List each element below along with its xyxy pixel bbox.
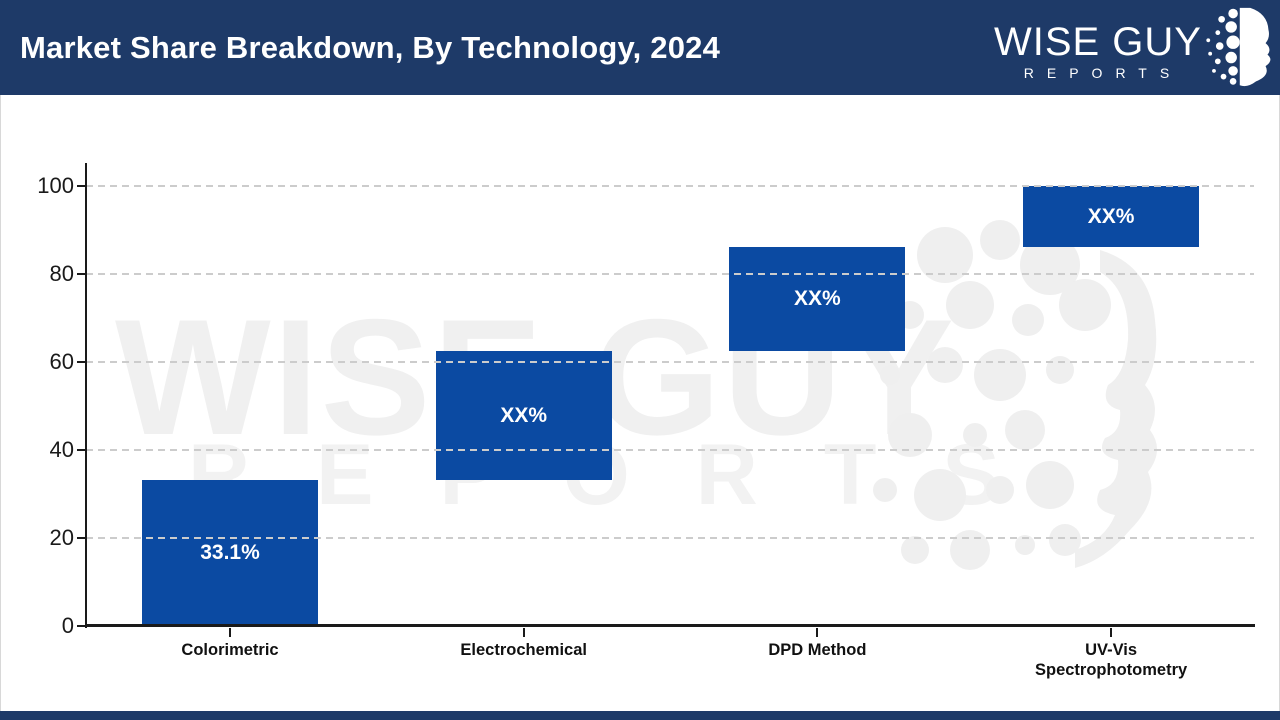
y-tick-20 — [77, 537, 86, 539]
x-tick-2 — [816, 628, 819, 637]
y-tick-100 — [77, 185, 86, 187]
category-label-line: UV-Vis — [1085, 641, 1138, 659]
watermark-head-dots — [873, 220, 1158, 570]
category-label-2: DPD Method — [672, 640, 962, 660]
bar-value-label-1: XX% — [500, 403, 548, 427]
y-tick-label-80: 80 — [49, 261, 74, 286]
y-tick-label-60: 60 — [49, 349, 74, 374]
category-label-line: Colorimetric — [181, 641, 279, 659]
bar-value-label-2: XX% — [794, 287, 841, 311]
brand-logo: WISE GUY REPORTS — [994, 4, 1274, 90]
gridline-80 — [86, 273, 1254, 275]
x-tick-1 — [522, 628, 525, 637]
bar-electrochemical — [435, 351, 612, 481]
bar-value-label-3: XX% — [1087, 204, 1135, 228]
gridline-60 — [86, 361, 1254, 363]
category-label-3: UV-Vis Spectrophotometry — [966, 640, 1256, 680]
brand-logo-subtitle: REPORTS — [1023, 65, 1183, 81]
category-label-1: Electrochemical — [379, 640, 669, 660]
brand-logo-name: WISE GUY — [993, 20, 1202, 64]
page-title: Market Share Breakdown, By Technology, 2… — [20, 29, 721, 65]
footer-bar — [0, 711, 1280, 720]
x-tick-3 — [1110, 628, 1113, 637]
y-tick-label-100: 100 — [37, 173, 74, 198]
y-tick-40 — [77, 449, 86, 451]
y-axis-line — [85, 163, 87, 628]
bar-value-label-0: 33.1% — [200, 541, 260, 565]
gridline-40 — [86, 449, 1254, 451]
brand-logo-text: WISE GUY REPORTS — [994, 22, 1202, 81]
category-label-line: DPD Method — [768, 641, 867, 659]
brand-logo-head-icon — [1206, 7, 1271, 87]
x-axis-line — [85, 624, 1255, 627]
category-label-0: Colorimetric — [85, 640, 375, 660]
y-tick-label-0: 0 — [61, 613, 74, 638]
y-tick-label-40: 40 — [49, 437, 74, 462]
x-tick-0 — [229, 628, 231, 637]
bar-dpd-method — [729, 247, 906, 351]
category-label-line: Spectrophotometry — [1035, 661, 1188, 679]
y-tick-label-20: 20 — [49, 525, 74, 550]
bar-uv-vis-spectrophotometry — [1023, 186, 1200, 248]
y-tick-0 — [77, 625, 86, 627]
header-bar: Market Share Breakdown, By Technology, 2… — [0, 0, 1280, 95]
category-label-line: Electrochemical — [460, 641, 587, 659]
y-tick-80 — [77, 273, 86, 275]
bar-colorimetric — [142, 480, 318, 626]
y-tick-60 — [77, 361, 86, 363]
gridline-100 — [86, 185, 1254, 187]
chart-plot-area: 0 20 40 60 80 100 33.1% Colorimetric XX% Electroc… — [0, 95, 1280, 711]
gridline-20 — [86, 537, 1254, 539]
